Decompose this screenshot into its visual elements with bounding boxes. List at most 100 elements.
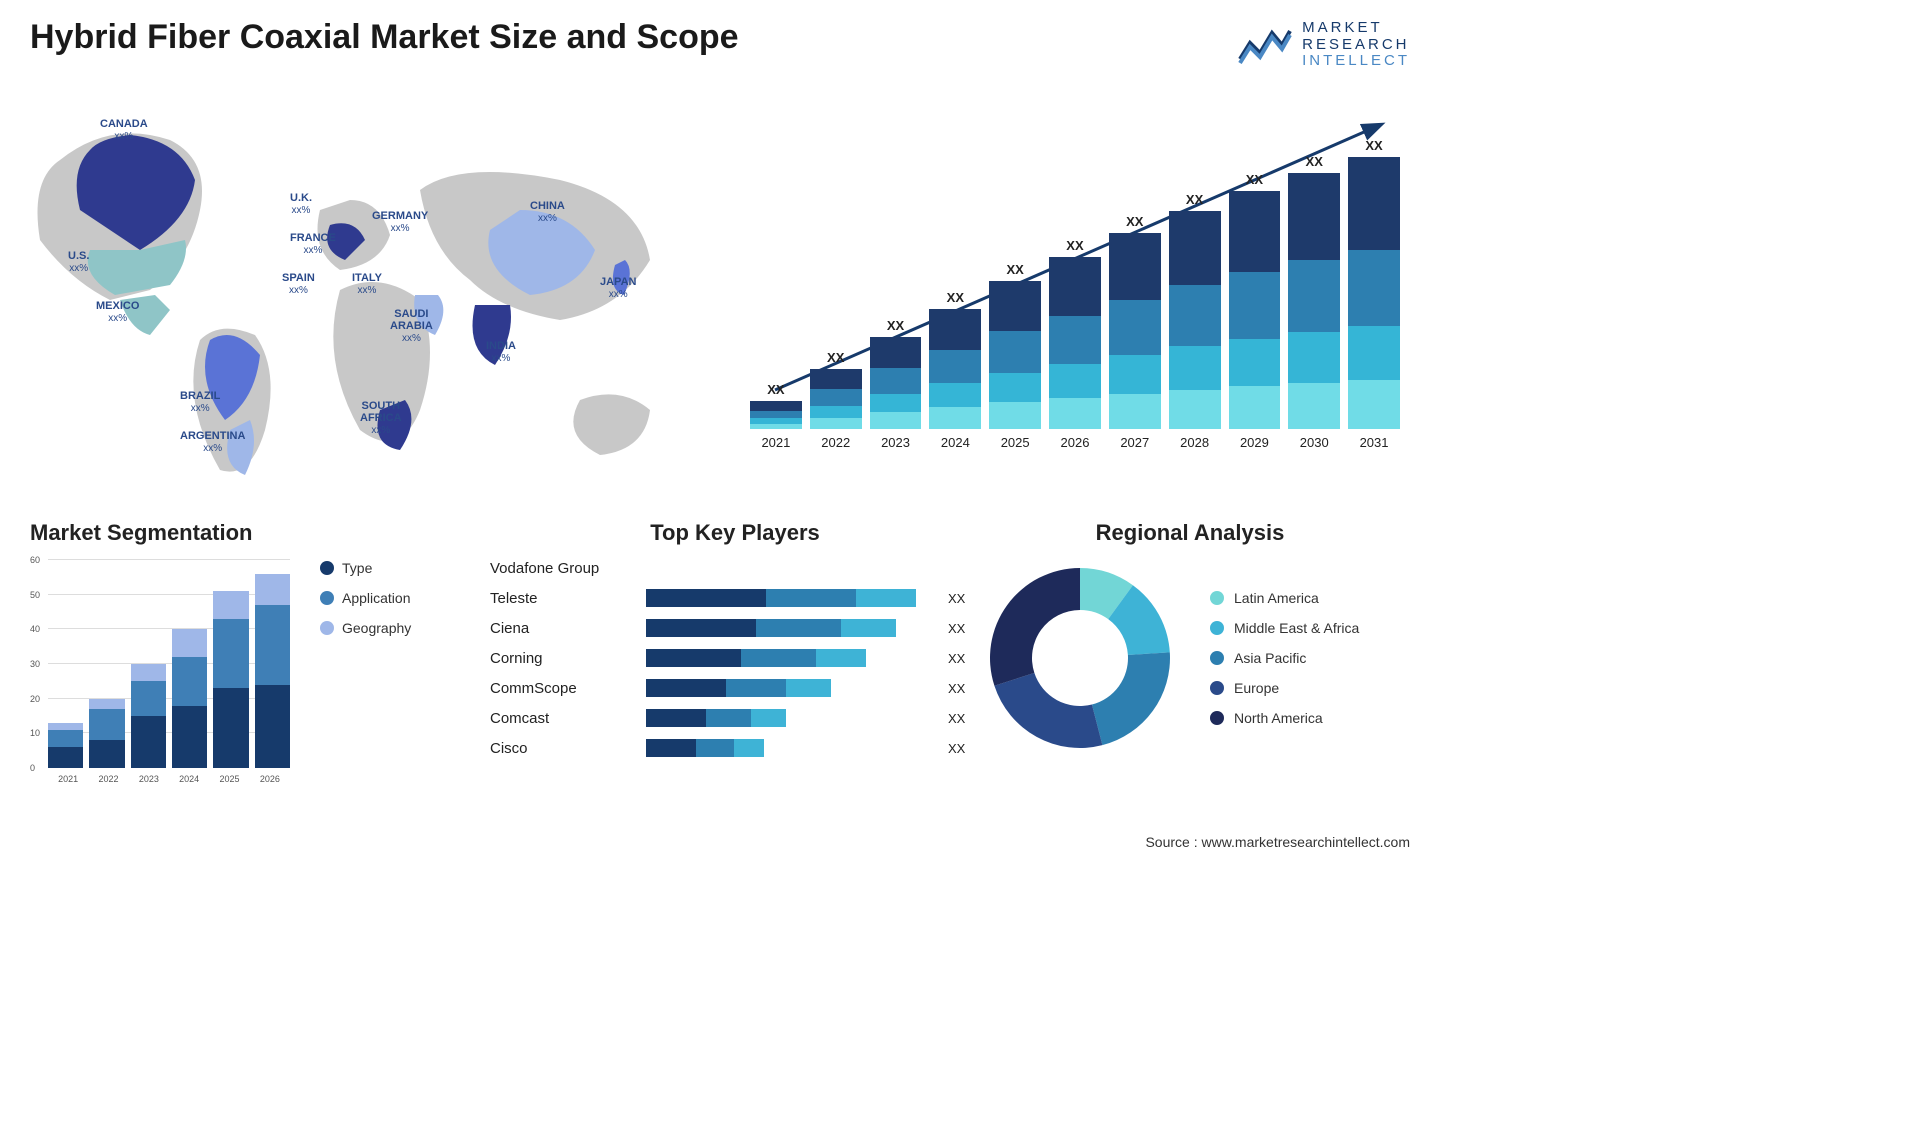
map-label: MEXICOxx%: [96, 300, 139, 324]
map-label: ARGENTINAxx%: [180, 430, 245, 454]
regional-legend-item: Middle East & Africa: [1210, 620, 1359, 636]
growth-year: 2022: [821, 435, 850, 450]
segmentation-year: 2021: [58, 774, 78, 784]
donut-slice: [994, 673, 1102, 748]
growth-value: XX: [947, 290, 964, 305]
segmentation-legend-item: Type: [320, 560, 411, 576]
growth-value: XX: [887, 318, 904, 333]
growth-year: 2028: [1180, 435, 1209, 450]
segmentation-year: 2026: [260, 774, 280, 784]
growth-year: 2030: [1300, 435, 1329, 450]
key-player-row: Ciena XX: [490, 614, 980, 642]
source-text: Source : www.marketresearchintellect.com: [1145, 834, 1410, 850]
map-label: GERMANYxx%: [372, 210, 428, 234]
map-label: CANADAxx%: [100, 118, 148, 142]
segmentation-legend-item: Geography: [320, 620, 411, 636]
growth-year: 2025: [1001, 435, 1030, 450]
growth-value: XX: [1306, 154, 1323, 169]
map-label: BRAZILxx%: [180, 390, 220, 414]
growth-year: 2024: [941, 435, 970, 450]
logo-text-2: RESEARCH: [1302, 37, 1410, 54]
regional-legend-item: Europe: [1210, 680, 1359, 696]
growth-value: XX: [1246, 172, 1263, 187]
growth-bar: XX 2026: [1049, 238, 1101, 450]
key-player-value: XX: [948, 651, 980, 666]
logo-text-3: INTELLECT: [1302, 53, 1410, 70]
key-player-row: Vodafone Group: [490, 554, 980, 582]
key-player-name: Vodafone Group: [490, 560, 640, 577]
key-players-section: Top Key Players Vodafone GroupTelesteXXC…: [490, 520, 980, 762]
growth-value: XX: [1066, 238, 1083, 253]
growth-year: 2026: [1061, 435, 1090, 450]
growth-bar: XX 2030: [1288, 154, 1340, 450]
growth-bar: XX 2022: [810, 350, 862, 450]
regional-section: Regional Analysis Latin America Middle Ea…: [980, 520, 1400, 758]
key-player-name: CommScope: [490, 680, 640, 697]
key-player-name: Cisco: [490, 740, 640, 757]
key-player-name: Comcast: [490, 710, 640, 727]
growth-bar: XX2031: [1348, 138, 1400, 450]
growth-bar: XX2025: [989, 262, 1041, 450]
map-label: JAPANxx%: [600, 276, 636, 300]
map-label: SOUTHAFRICAxx%: [360, 400, 402, 436]
key-player-row: Teleste XX: [490, 584, 980, 612]
brand-logo: MARKET RESEARCH INTELLECT: [1238, 20, 1410, 70]
key-player-value: XX: [948, 711, 980, 726]
growth-value: XX: [1365, 138, 1382, 153]
segmentation-legend-item: Application: [320, 590, 411, 606]
segmentation-year: 2024: [179, 774, 199, 784]
logo-text-1: MARKET: [1302, 20, 1410, 37]
growth-bar: XX 2028: [1169, 192, 1221, 450]
growth-year: 2023: [881, 435, 910, 450]
map-label: U.K.xx%: [290, 192, 312, 216]
growth-value: XX: [767, 382, 784, 397]
regional-legend-item: Asia Pacific: [1210, 650, 1359, 666]
key-player-row: CorningXX: [490, 644, 980, 672]
page-title: Hybrid Fiber Coaxial Market Size and Sco…: [30, 18, 739, 57]
map-label: INDIAxx%: [486, 340, 516, 364]
key-player-value: XX: [948, 621, 980, 636]
segmentation-bar: [213, 591, 248, 768]
regional-donut: [980, 558, 1180, 758]
regional-legend: Latin America Middle East & Africa Asia Pa…: [1210, 590, 1359, 726]
segmentation-title: Market Segmentation: [30, 520, 450, 546]
growth-bar: XX 2027: [1109, 214, 1161, 450]
key-player-row: Comcast XX: [490, 704, 980, 732]
regional-title: Regional Analysis: [980, 520, 1400, 546]
map-label: FRANCExx%: [290, 232, 336, 256]
regional-legend-item: Latin America: [1210, 590, 1359, 606]
segmentation-year: 2025: [220, 774, 240, 784]
growth-bar: XX 2029: [1229, 172, 1281, 450]
growth-year: 2029: [1240, 435, 1269, 450]
growth-value: XX: [1186, 192, 1203, 207]
segmentation-legend: Type Application Geography: [320, 560, 411, 636]
growth-bar: XX2021: [750, 382, 802, 450]
key-player-name: Teleste: [490, 590, 640, 607]
map-label: CHINAxx%: [530, 200, 565, 224]
donut-slice: [1092, 652, 1170, 745]
map-label: SPAINxx%: [282, 272, 315, 296]
segmentation-bar: [255, 574, 290, 768]
key-player-value: XX: [948, 591, 980, 606]
growth-year: 2027: [1120, 435, 1149, 450]
segmentation-bar: [48, 723, 83, 768]
growth-value: XX: [1126, 214, 1143, 229]
key-player-row: Cisco XX: [490, 734, 980, 762]
map-label: U.S.xx%: [68, 250, 89, 274]
growth-chart: XX2021XX2022XX2023XX2024XX2025XX2026XX20…: [750, 110, 1400, 470]
segmentation-year: 2022: [99, 774, 119, 784]
key-player-value: XX: [948, 741, 980, 756]
growth-bar: XX 2023: [870, 318, 922, 450]
growth-value: XX: [827, 350, 844, 365]
segmentation-bar: [172, 629, 207, 768]
segmentation-bar: [131, 664, 166, 768]
segmentation-chart: 0102030405060202120222023202420252026: [30, 556, 290, 786]
logo-icon: [1238, 25, 1292, 65]
regional-legend-item: North America: [1210, 710, 1359, 726]
growth-bar: XX 2024: [929, 290, 981, 450]
key-player-name: Ciena: [490, 620, 640, 637]
key-players-title: Top Key Players: [490, 520, 980, 546]
world-map: CANADAxx% U.S.xx% MEXICOxx% BRAZILxx% ARGENT…: [20, 100, 690, 500]
segmentation-section: Market Segmentation 01020304050602021202…: [30, 520, 450, 786]
map-label: ITALYxx%: [352, 272, 382, 296]
